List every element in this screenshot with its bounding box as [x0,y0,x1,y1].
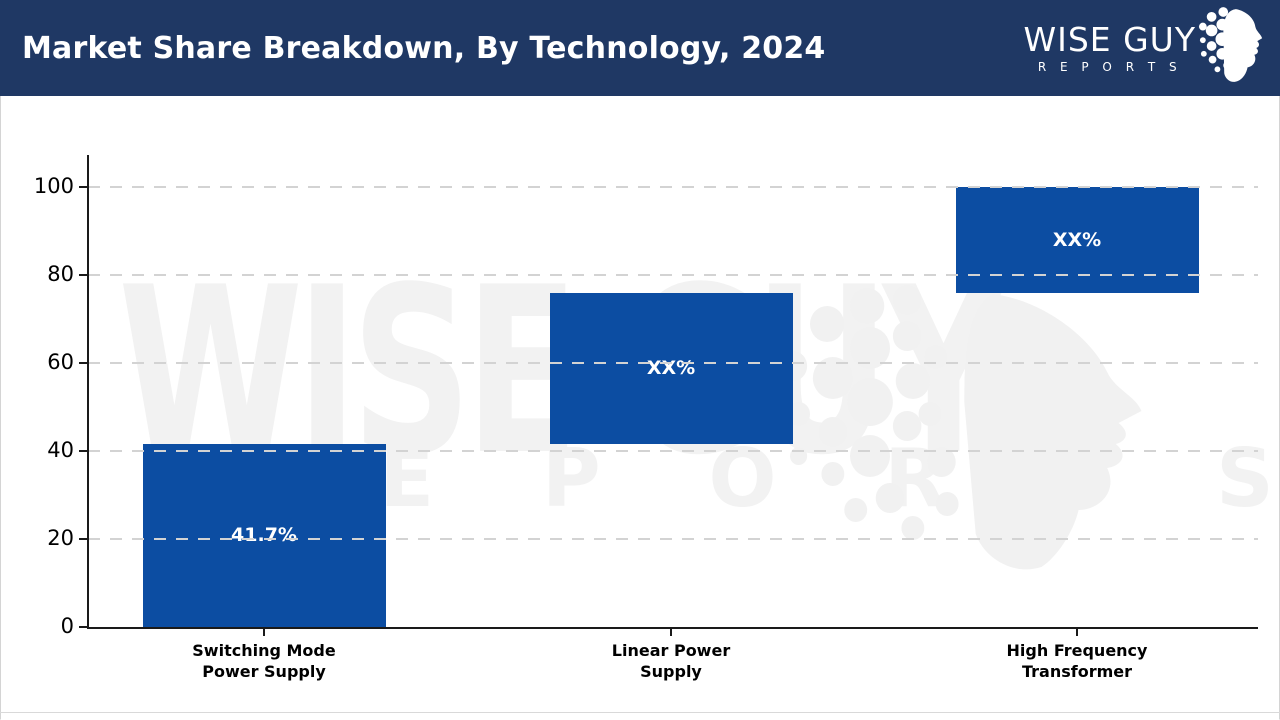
y-axis-tick-mark [79,362,87,364]
x-axis-tick-mark [670,629,672,636]
bar: XX% [955,187,1199,293]
x-axis-category-label: High Frequency Transformer [917,640,1237,682]
gridline [88,186,1258,188]
canvas-bottom-hairline [0,712,1280,713]
x-axis-category-line: Supply [640,662,702,681]
gridline [88,274,1258,276]
wiseguy-logo-name: WISE GUY [1023,20,1196,59]
x-axis-tick-mark [1076,629,1078,636]
y-axis-tick-mark [79,626,87,628]
x-axis-tick-mark [263,629,265,636]
wiseguy-face-icon [1198,7,1266,89]
bar-value-label: XX% [646,357,696,380]
wiseguy-logo: WISE GUY R E P O R T S [1023,7,1266,89]
x-axis-category-line: Linear Power [611,641,731,660]
y-axis-tick-label: 20 [47,526,74,550]
wiseguy-logo-sub: R E P O R T S [1037,60,1182,74]
y-axis-line [87,155,89,629]
bar: XX% [549,292,793,444]
y-axis-tick-mark [79,538,87,540]
y-axis-tick-label: 60 [47,350,74,374]
gridline [88,362,1258,364]
y-axis-tick-mark [79,274,87,276]
y-axis-tick-label: 40 [47,438,74,462]
watermark-face-icon [770,282,1170,586]
bar-value-label: 41.7% [231,524,297,547]
header-bar: Market Share Breakdown, By Technology, 2… [0,0,1280,96]
y-axis-tick-mark [79,450,87,452]
y-axis-tick-label: 0 [60,614,74,638]
x-axis-category-line: High Frequency [1006,641,1148,660]
x-axis-category-label: Linear Power Supply [511,640,831,682]
y-axis-tick-mark [79,186,87,188]
y-axis-tick-label: 100 [33,174,74,198]
x-axis-category-line: Switching Mode [192,641,336,660]
x-axis-category-line: Power Supply [202,662,326,681]
page-title: Market Share Breakdown, By Technology, 2… [22,30,826,66]
x-axis-category-label: Switching Mode Power Supply [104,640,424,682]
bar-value-label: XX% [1052,228,1102,251]
gridline [88,538,1258,540]
x-axis-category-line: Transformer [1021,662,1132,681]
y-axis-tick-label: 80 [47,262,74,286]
bar: 41.7% [142,443,386,627]
wiseguy-logo-text: WISE GUY R E P O R T S [1023,23,1196,73]
gridline [88,450,1258,452]
x-axis-line [87,627,1258,629]
